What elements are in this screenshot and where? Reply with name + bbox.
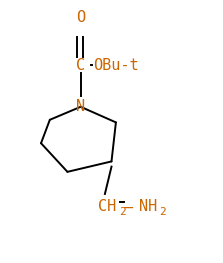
Text: NH: NH [139,199,157,214]
Text: CH: CH [98,199,117,214]
Text: N: N [76,99,85,114]
Text: O: O [76,10,85,25]
Text: OBu-t: OBu-t [93,58,138,73]
Text: 2: 2 [119,207,126,217]
Text: C: C [76,58,85,73]
Text: 2: 2 [159,207,166,217]
Text: —: — [124,199,133,214]
